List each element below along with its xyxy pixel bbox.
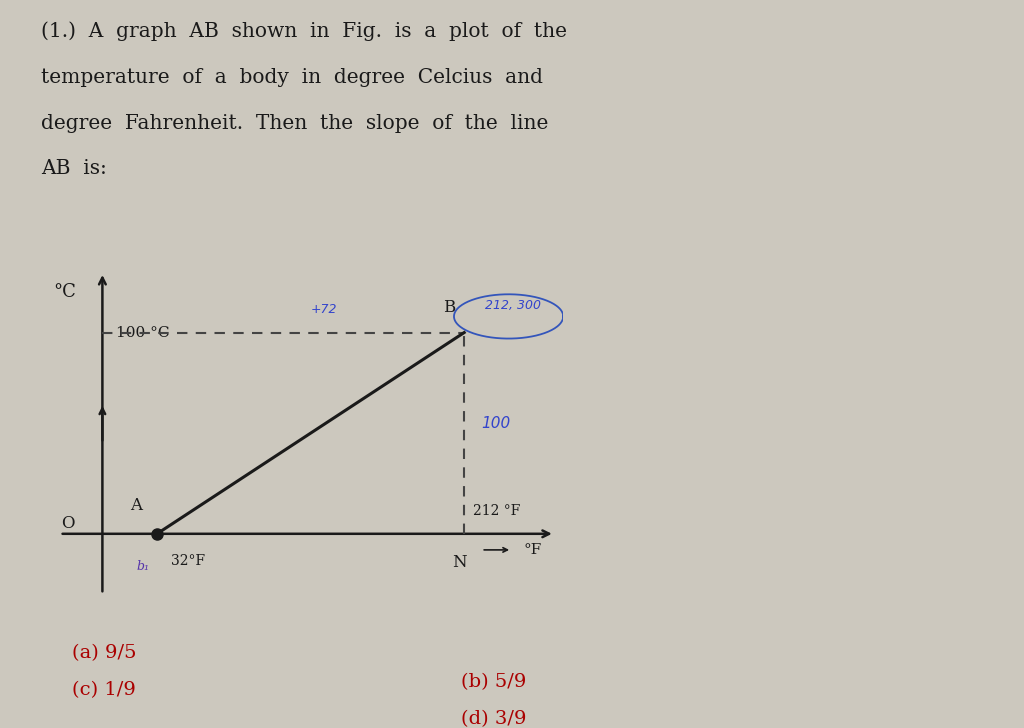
Text: O: O (61, 515, 75, 532)
Text: (d) 3/9: (d) 3/9 (461, 710, 526, 728)
Text: A: A (130, 497, 142, 514)
Text: (1.)  A  graph  AB  shown  in  Fig.  is  a  plot  of  the: (1.) A graph AB shown in Fig. is a plot … (41, 22, 567, 41)
Text: (c) 1/9: (c) 1/9 (72, 681, 135, 699)
Text: 212 °F: 212 °F (473, 504, 520, 518)
Text: (b) 5/9: (b) 5/9 (461, 673, 526, 692)
Text: °C: °C (53, 283, 77, 301)
Text: 32°F: 32°F (171, 554, 205, 568)
Text: +72: +72 (311, 304, 338, 317)
Text: 100: 100 (481, 416, 511, 430)
Text: AB  is:: AB is: (41, 159, 106, 178)
Text: B: B (443, 299, 456, 317)
Text: degree  Fahrenheit.  Then  the  slope  of  the  line: degree Fahrenheit. Then the slope of the… (41, 114, 548, 132)
Text: temperature  of  a  body  in  degree  Celcius  and: temperature of a body in degree Celcius … (41, 68, 543, 87)
Text: b₁: b₁ (137, 560, 150, 573)
Text: N: N (452, 554, 466, 571)
Text: 100 °C: 100 °C (116, 325, 170, 339)
Text: °F: °F (523, 543, 542, 557)
Text: 212, 300: 212, 300 (484, 299, 541, 312)
Text: (a) 9/5: (a) 9/5 (72, 644, 136, 662)
